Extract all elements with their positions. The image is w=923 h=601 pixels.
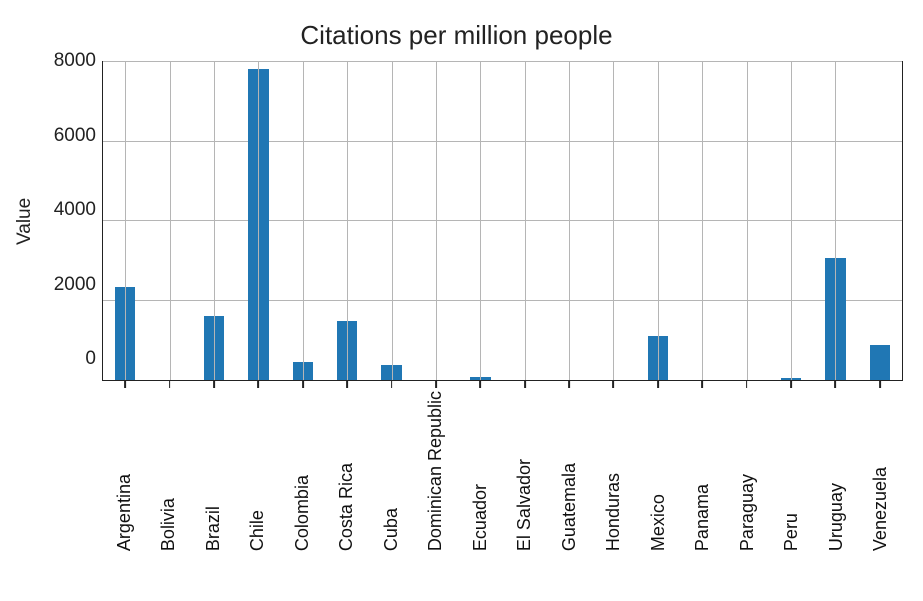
xlabel-bolivia[interactable]: Bolivia	[158, 391, 179, 551]
xlabel-slot-13: Panama	[681, 381, 726, 551]
xlabel-costa-rica[interactable]: Costa Rica	[336, 391, 357, 551]
xlabel-peru[interactable]: Peru	[781, 391, 802, 551]
xlabel-slot-4: Colombia	[280, 381, 325, 551]
xlabel-slot-5: Costa Rica	[325, 381, 370, 551]
xlabel-slot-9: El Salvador	[503, 381, 548, 551]
ytick-0: 0	[85, 348, 96, 370]
xlabel-dominican-republic[interactable]: Dominican Republic	[425, 391, 446, 551]
xlabel-slot-17: Venezuela	[859, 381, 904, 551]
xlabel-paraguay[interactable]: Paraguay	[737, 391, 758, 551]
bar-slot-12	[636, 62, 680, 380]
chart-title: Citations per million people	[10, 20, 903, 51]
xlabel-slot-2: Brazil	[191, 381, 236, 551]
bar-slot-8	[458, 62, 502, 380]
plot-inner	[102, 61, 903, 381]
xlabel-chile[interactable]: Chile	[247, 391, 268, 551]
bar-slot-0	[103, 62, 147, 380]
xlabel-slot-0: Argentina	[102, 381, 147, 551]
bar-venezuela[interactable]	[870, 345, 890, 380]
bar-slot-15	[769, 62, 813, 380]
xlabel-colombia[interactable]: Colombia	[292, 391, 313, 551]
ytick-4000: 4000	[54, 199, 96, 221]
xlabel-slot-12: Mexico	[636, 381, 681, 551]
y-axis-ticks: 8000 6000 4000 2000 0	[40, 61, 102, 381]
xlabel-el-salvador[interactable]: El Salvador	[514, 391, 535, 551]
bars-row	[103, 62, 902, 380]
bar-slot-6	[369, 62, 413, 380]
bar-slot-7	[414, 62, 458, 380]
xlabel-uruguay[interactable]: Uruguay	[826, 391, 847, 551]
bar-slot-3	[236, 62, 280, 380]
xlabel-slot-10: Guatemala	[547, 381, 592, 551]
xlabel-guatemala[interactable]: Guatemala	[559, 391, 580, 551]
bar-slot-5	[325, 62, 369, 380]
xlabel-slot-14: Paraguay	[725, 381, 770, 551]
xlabel-brazil[interactable]: Brazil	[203, 391, 224, 551]
bar-slot-4	[281, 62, 325, 380]
chart-container: Citations per million people Value 8000 …	[0, 0, 923, 601]
xlabel-slot-16: Uruguay	[814, 381, 859, 551]
bar-slot-17	[858, 62, 902, 380]
xlabel-mexico[interactable]: Mexico	[648, 391, 669, 551]
xlabel-slot-3: Chile	[236, 381, 281, 551]
bar-slot-13	[680, 62, 724, 380]
xlabel-slot-8: Ecuador	[458, 381, 503, 551]
xlabel-slot-11: Honduras	[592, 381, 637, 551]
xlabel-slot-15: Peru	[770, 381, 815, 551]
xlabel-argentina[interactable]: Argentina	[114, 391, 135, 551]
xlabel-slot-1: Bolivia	[147, 381, 192, 551]
bar-slot-2	[192, 62, 236, 380]
bar-slot-1	[147, 62, 191, 380]
y-axis-label: Value	[10, 61, 40, 381]
xlabel-ecuador[interactable]: Ecuador	[470, 391, 491, 551]
bar-slot-14	[724, 62, 768, 380]
plot-area: Value 8000 6000 4000 2000 0	[10, 61, 903, 381]
bar-slot-9	[503, 62, 547, 380]
bar-slot-16	[813, 62, 857, 380]
xlabel-slot-6: Cuba	[369, 381, 414, 551]
ytick-2000: 2000	[54, 274, 96, 296]
xlabel-venezuela[interactable]: Venezuela	[870, 391, 891, 551]
xlabel-cuba[interactable]: Cuba	[381, 391, 402, 551]
bar-slot-11	[591, 62, 635, 380]
xlabel-panama[interactable]: Panama	[692, 391, 713, 551]
bar-slot-10	[547, 62, 591, 380]
xlabel-slot-7: Dominican Republic	[414, 381, 459, 551]
x-axis-labels: Argentina Bolivia Brazil Chile Colombia …	[102, 381, 903, 551]
xlabel-honduras[interactable]: Honduras	[603, 391, 624, 551]
ytick-6000: 6000	[54, 125, 96, 147]
ytick-8000: 8000	[54, 50, 96, 72]
